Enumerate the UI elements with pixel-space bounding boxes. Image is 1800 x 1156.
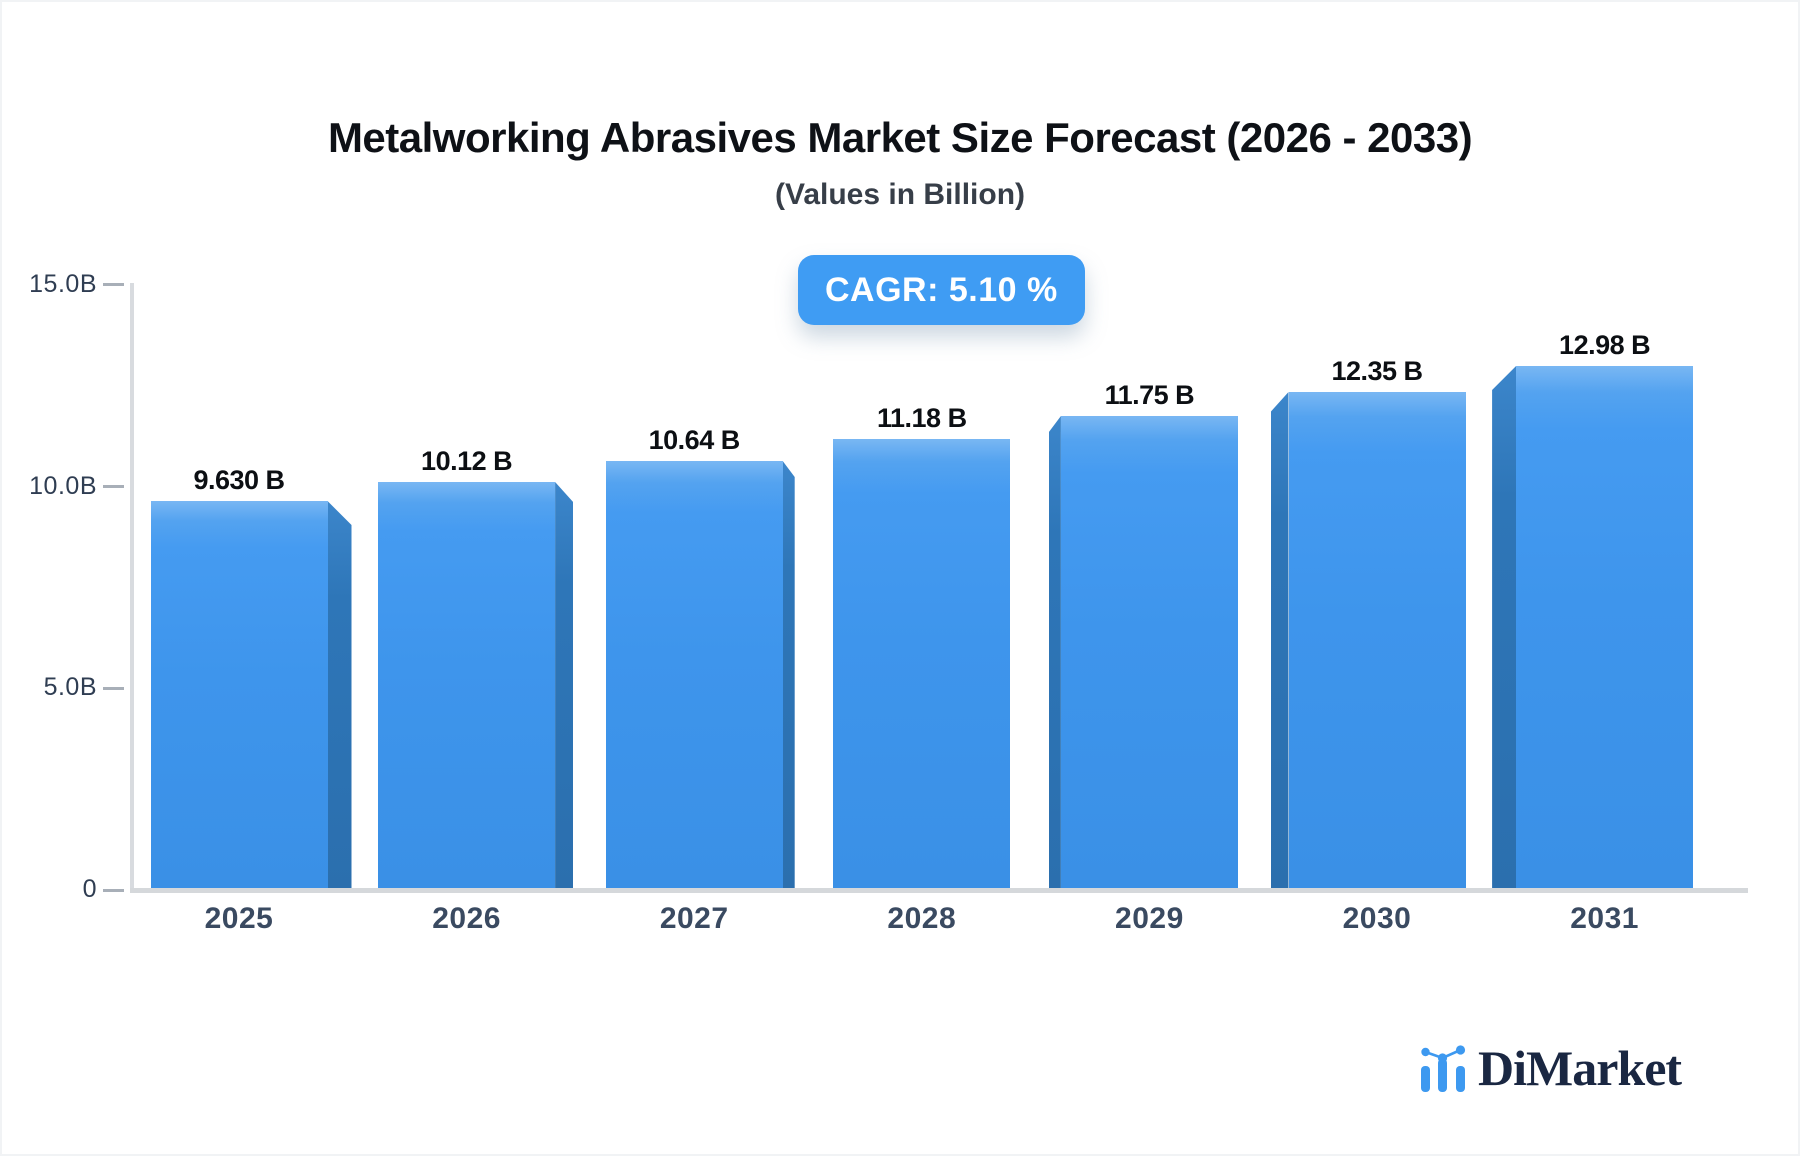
bar-2029 [1060, 416, 1238, 890]
bar-side-face [782, 461, 795, 890]
bar-value-label: 11.18 B [877, 403, 967, 433]
bar-value-label: 10.64 B [648, 425, 741, 455]
y-tick-mark [103, 283, 124, 287]
y-tick-label: 0 [82, 875, 97, 903]
x-category-label: 2025 [204, 902, 274, 935]
bar-2031 [1516, 366, 1694, 890]
bar-value-label: 12.35 B [1331, 356, 1423, 386]
page-title: Metalworking Abrasives Market Size Forec… [327, 114, 1473, 161]
cagr-badge: CAGR: 5.10 % [798, 255, 1085, 325]
y-tick-mark [103, 888, 124, 892]
x-category-label: 2031 [1570, 902, 1639, 935]
mini-bar-chart-icon [1421, 1045, 1466, 1092]
bar-value-label: 11.75 B [1104, 380, 1195, 410]
y-tick-label: 15.0B [29, 269, 97, 298]
bar-side-face [1270, 392, 1289, 890]
y-tick-mark [103, 686, 124, 690]
bar-value-label: 9.630 B [193, 465, 285, 495]
y-axis-line [130, 283, 134, 891]
bar-value-label: 12.98 B [1559, 330, 1651, 360]
bar-2025 [150, 501, 328, 890]
x-axis-baseline [130, 888, 1748, 893]
y-tick-label: 5.0B [43, 673, 97, 702]
brand-logo-text: DiMarket [1478, 1040, 1682, 1096]
x-category-label: 2029 [1115, 902, 1184, 935]
bar-side-face [555, 482, 574, 890]
bar-2030 [1288, 392, 1466, 890]
bar-side-face [1492, 366, 1517, 890]
y-tick-label: 10.0B [29, 471, 97, 500]
brand-logo: DiMarket [1420, 1040, 1682, 1096]
y-tick-mark [103, 485, 124, 488]
bar-value-label: 10.12 B [421, 446, 513, 476]
bar-side-face [327, 501, 352, 890]
bar-2026 [378, 482, 556, 890]
x-category-label: 2027 [659, 902, 729, 935]
x-category-label: 2030 [1342, 902, 1412, 935]
bar-side-face [1048, 416, 1061, 890]
bar-2027 [605, 461, 783, 890]
x-category-label: 2026 [432, 902, 501, 935]
page-subtitle: (Values in Billion) [774, 178, 1026, 211]
x-category-label: 2028 [887, 902, 957, 935]
bar-2028 [833, 439, 1011, 890]
